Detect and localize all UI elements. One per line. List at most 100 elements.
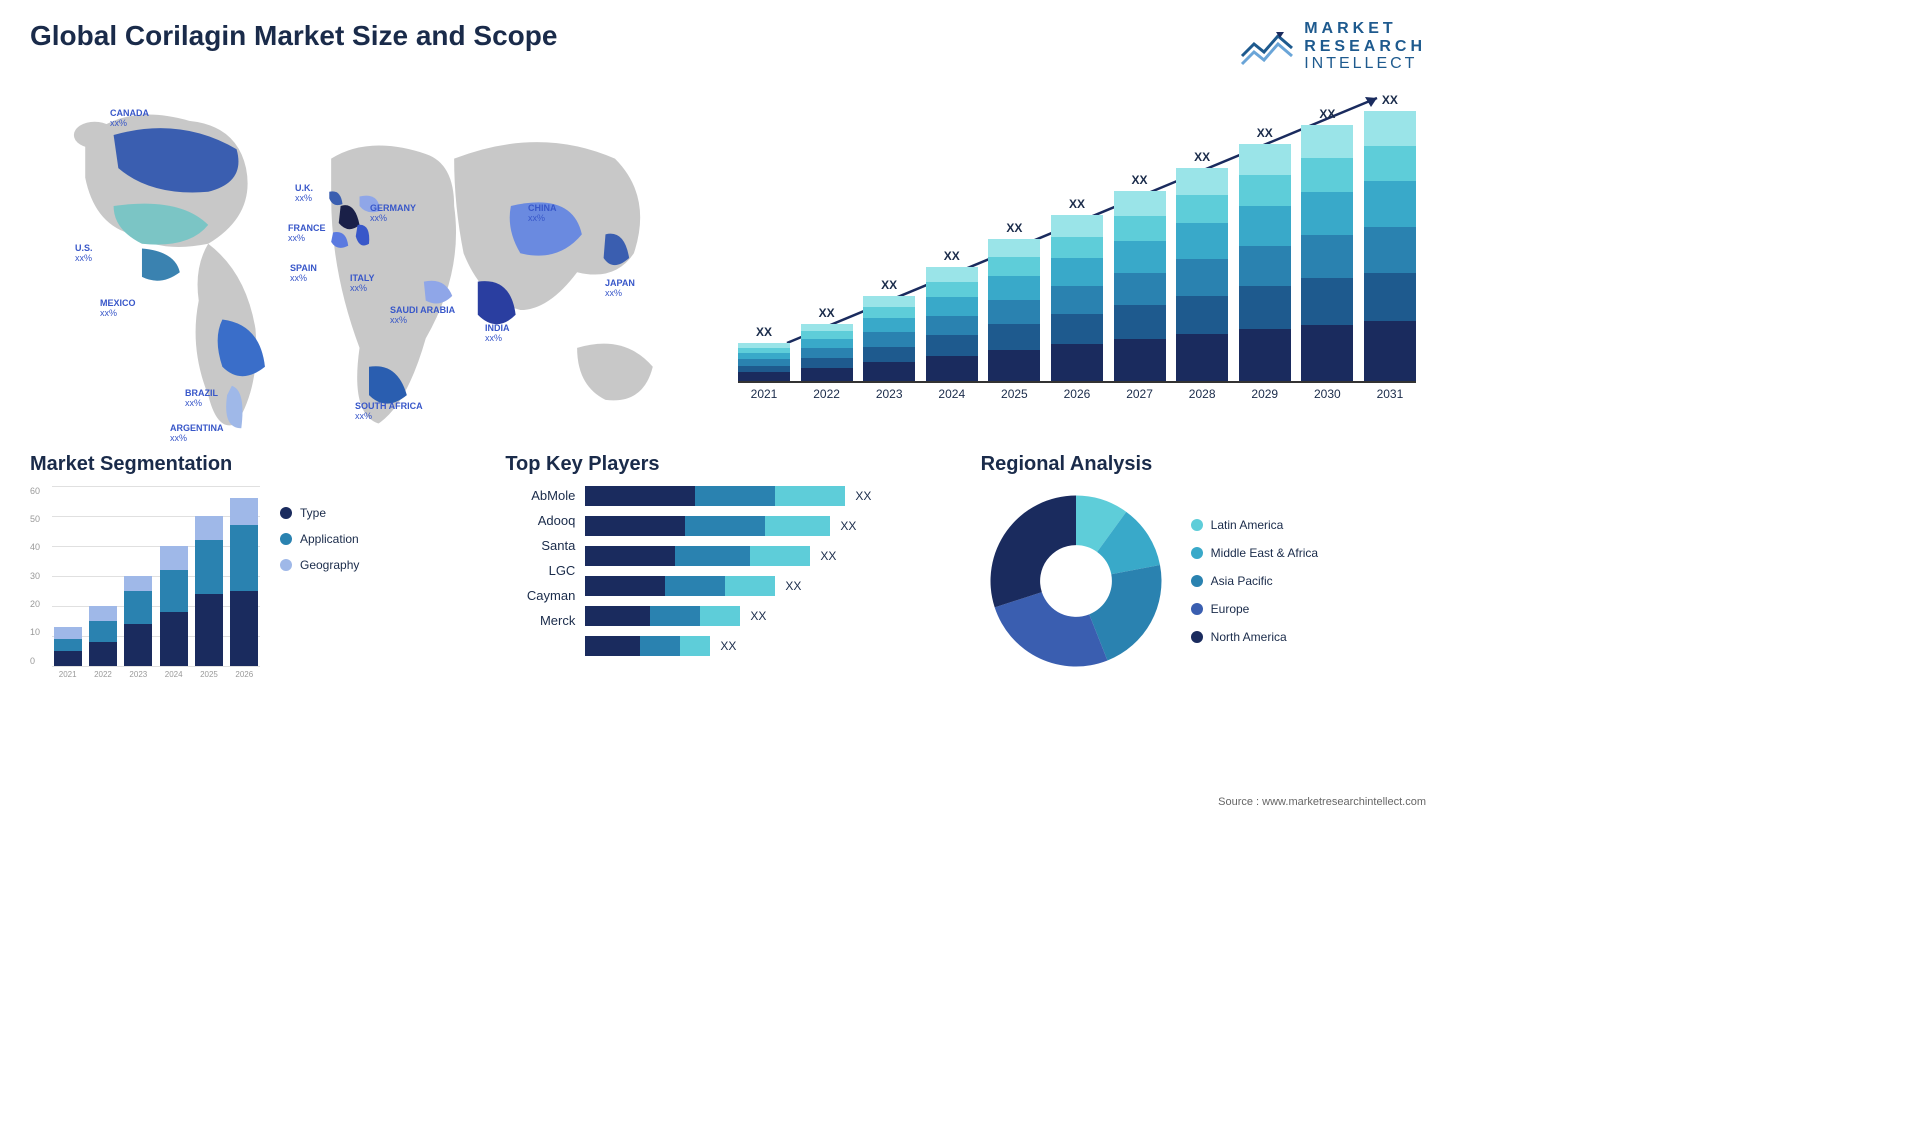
regional-legend-item: North America bbox=[1191, 630, 1318, 644]
seg-bar: 2021 bbox=[54, 627, 82, 666]
players-panel: Top Key Players AbMoleAdooqSantaLGCCayma… bbox=[505, 453, 950, 676]
player-name: Merck bbox=[505, 613, 575, 628]
player-names: AbMoleAdooqSantaLGCCaymanMerck bbox=[505, 486, 575, 656]
seg-year-label: 2022 bbox=[94, 670, 112, 679]
player-name: Santa bbox=[505, 538, 575, 553]
growth-year-label: 2027 bbox=[1126, 387, 1153, 401]
player-value-label: XX bbox=[820, 549, 836, 563]
growth-bar: XX2025 bbox=[988, 221, 1040, 381]
growth-year-label: 2029 bbox=[1251, 387, 1278, 401]
player-name: Adooq bbox=[505, 513, 575, 528]
donut-slice bbox=[990, 495, 1076, 607]
logo-line2: RESEARCH bbox=[1304, 38, 1426, 56]
growth-value-label: XX bbox=[1132, 173, 1148, 187]
growth-bar: XX2024 bbox=[926, 249, 978, 381]
player-value-label: XX bbox=[785, 579, 801, 593]
player-value-label: XX bbox=[750, 609, 766, 623]
player-bars: XXXXXXXXXXXX bbox=[585, 486, 950, 656]
map-country-label: BRAZILxx% bbox=[185, 388, 218, 408]
growth-year-label: 2024 bbox=[938, 387, 965, 401]
players-chart: AbMoleAdooqSantaLGCCaymanMerck XXXXXXXXX… bbox=[505, 486, 950, 656]
growth-bar: XX2023 bbox=[863, 278, 915, 381]
seg-ytick: 50 bbox=[30, 514, 40, 524]
seg-bar: 2023 bbox=[124, 576, 152, 666]
logo-text: MARKET RESEARCH INTELLECT bbox=[1304, 20, 1426, 73]
seg-legend-item: Geography bbox=[280, 558, 359, 572]
regional-panel: Regional Analysis Latin America Middle Ea… bbox=[981, 453, 1426, 676]
growth-bar: XX2031 bbox=[1364, 93, 1416, 381]
segmentation-panel: Market Segmentation 6050403020100 202120… bbox=[30, 453, 475, 676]
players-title: Top Key Players bbox=[505, 453, 950, 476]
seg-ytick: 30 bbox=[30, 571, 40, 581]
growth-bar: XX2026 bbox=[1051, 197, 1103, 381]
map-country-label: JAPANxx% bbox=[605, 278, 635, 298]
regional-donut bbox=[981, 486, 1171, 676]
seg-bar: 2022 bbox=[89, 606, 117, 666]
player-name: LGC bbox=[505, 563, 575, 578]
growth-bar: XX2027 bbox=[1114, 173, 1166, 380]
growth-value-label: XX bbox=[819, 306, 835, 320]
seg-bar: 2026 bbox=[230, 498, 258, 666]
regional-legend-item: Asia Pacific bbox=[1191, 574, 1318, 588]
growth-value-label: XX bbox=[1069, 197, 1085, 211]
map-country-label: INDIAxx% bbox=[485, 323, 510, 343]
growth-bar: XX2030 bbox=[1301, 107, 1353, 381]
map-country-label: SPAINxx% bbox=[290, 263, 317, 283]
segmentation-chart: 6050403020100 202120222023202420252026 T… bbox=[30, 486, 475, 676]
growth-bar: XX2021 bbox=[738, 325, 790, 381]
growth-bars: XX2021XX2022XX2023XX2024XX2025XX2026XX20… bbox=[738, 93, 1416, 383]
header: Global Corilagin Market Size and Scope M… bbox=[30, 20, 1426, 73]
growth-value-label: XX bbox=[1257, 126, 1273, 140]
logo: MARKET RESEARCH INTELLECT bbox=[1240, 20, 1426, 73]
world-map-svg bbox=[30, 83, 708, 433]
seg-legend-item: Application bbox=[280, 532, 359, 546]
growth-value-label: XX bbox=[756, 325, 772, 339]
player-bar-row: XX bbox=[585, 576, 950, 596]
growth-year-label: 2030 bbox=[1314, 387, 1341, 401]
seg-year-label: 2021 bbox=[59, 670, 77, 679]
regional-legend-item: Latin America bbox=[1191, 518, 1318, 532]
growth-year-label: 2023 bbox=[876, 387, 903, 401]
seg-year-label: 2023 bbox=[129, 670, 147, 679]
seg-year-label: 2025 bbox=[200, 670, 218, 679]
player-bar-row: XX bbox=[585, 516, 950, 536]
player-name: Cayman bbox=[505, 588, 575, 603]
map-country-label: SOUTH AFRICAxx% bbox=[355, 401, 423, 421]
segmentation-bars-area: 6050403020100 202120222023202420252026 bbox=[30, 486, 260, 676]
regional-legend-item: Europe bbox=[1191, 602, 1318, 616]
source-attribution: Source : www.marketresearchintellect.com bbox=[1218, 796, 1426, 808]
growth-value-label: XX bbox=[1194, 150, 1210, 164]
seg-bar: 2024 bbox=[160, 546, 188, 666]
logo-icon bbox=[1240, 24, 1296, 68]
growth-value-label: XX bbox=[1006, 221, 1022, 235]
growth-year-label: 2021 bbox=[751, 387, 778, 401]
regional-title: Regional Analysis bbox=[981, 453, 1426, 476]
segmentation-legend: Type Application Geography bbox=[280, 506, 359, 676]
player-value-label: XX bbox=[840, 519, 856, 533]
segmentation-bars: 202120222023 202420252026 bbox=[52, 486, 260, 666]
seg-year-label: 2026 bbox=[235, 670, 253, 679]
growth-year-label: 2028 bbox=[1189, 387, 1216, 401]
seg-ytick: 20 bbox=[30, 599, 40, 609]
map-country-label: U.S.xx% bbox=[75, 243, 93, 263]
player-bar-row: XX bbox=[585, 606, 950, 626]
growth-bar: XX2022 bbox=[801, 306, 853, 381]
player-bar-row: XX bbox=[585, 636, 950, 656]
seg-bar: 2025 bbox=[195, 516, 223, 666]
map-country-label: SAUDI ARABIAxx% bbox=[390, 305, 455, 325]
map-country-label: ITALYxx% bbox=[350, 273, 375, 293]
world-map: CANADAxx%U.S.xx%MEXICOxx%BRAZILxx%ARGENT… bbox=[30, 83, 708, 433]
seg-legend-item: Type bbox=[280, 506, 359, 520]
map-country-label: MEXICOxx% bbox=[100, 298, 136, 318]
regional-chart: Latin America Middle East & Africa Asia Pa… bbox=[981, 486, 1426, 676]
growth-year-label: 2031 bbox=[1377, 387, 1404, 401]
map-country-label: GERMANYxx% bbox=[370, 203, 416, 223]
map-country-label: ARGENTINAxx% bbox=[170, 423, 224, 443]
growth-year-label: 2022 bbox=[813, 387, 840, 401]
map-country-label: CHINAxx% bbox=[528, 203, 557, 223]
growth-chart: XX2021XX2022XX2023XX2024XX2025XX2026XX20… bbox=[728, 83, 1426, 433]
map-country-label: CANADAxx% bbox=[110, 108, 149, 128]
growth-bar: XX2028 bbox=[1176, 150, 1228, 381]
regional-legend-item: Middle East & Africa bbox=[1191, 546, 1318, 560]
map-country-label: FRANCExx% bbox=[288, 223, 326, 243]
